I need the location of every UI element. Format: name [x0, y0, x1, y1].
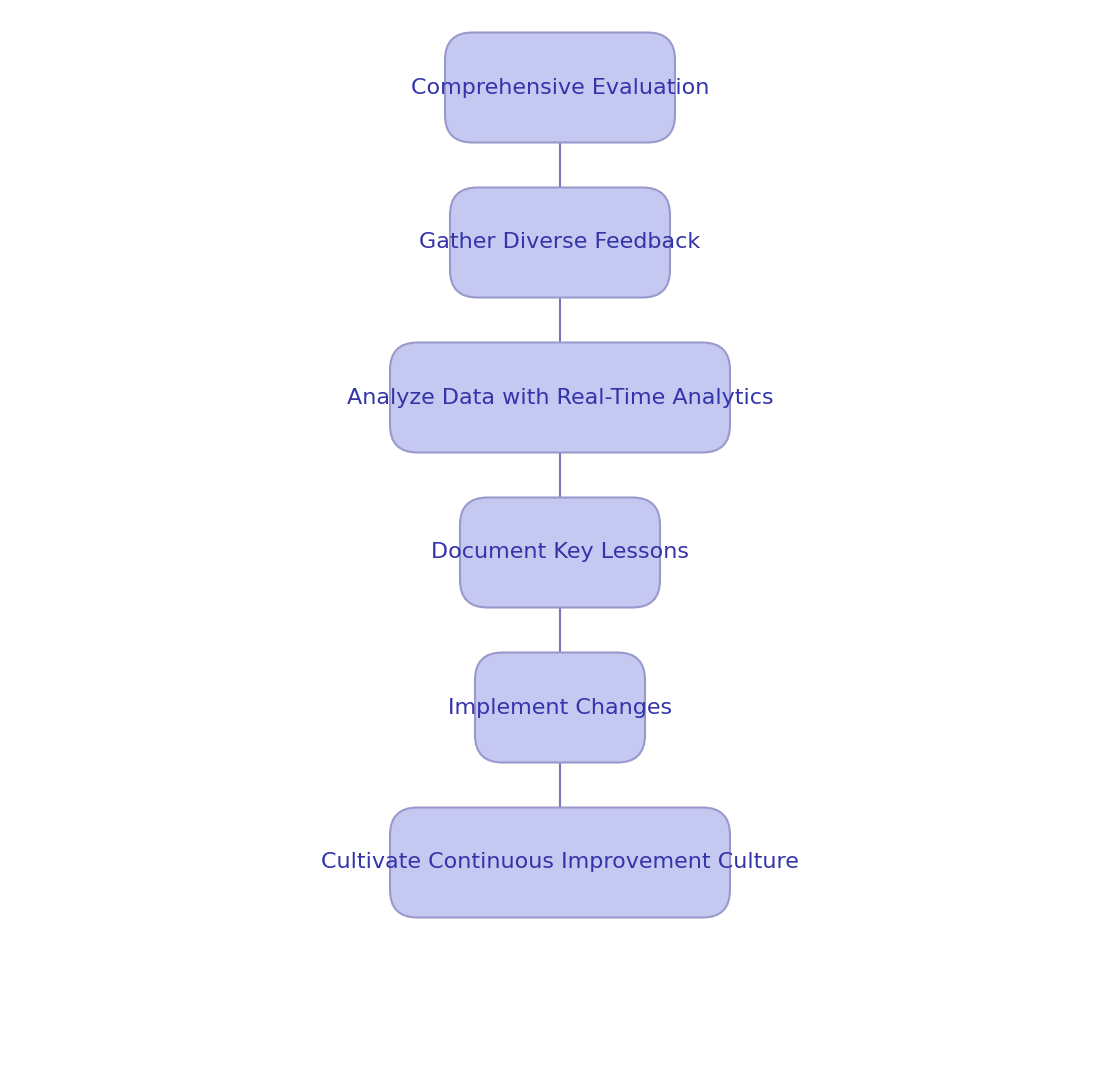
- FancyBboxPatch shape: [450, 187, 670, 298]
- Text: Implement Changes: Implement Changes: [448, 697, 672, 718]
- FancyBboxPatch shape: [445, 32, 675, 143]
- FancyBboxPatch shape: [460, 497, 660, 608]
- Text: Analyze Data with Real-Time Analytics: Analyze Data with Real-Time Analytics: [347, 388, 773, 407]
- Text: Cultivate Continuous Improvement Culture: Cultivate Continuous Improvement Culture: [321, 852, 799, 873]
- FancyBboxPatch shape: [390, 342, 730, 453]
- Text: Document Key Lessons: Document Key Lessons: [431, 543, 689, 562]
- FancyBboxPatch shape: [390, 808, 730, 917]
- Text: Gather Diverse Feedback: Gather Diverse Feedback: [419, 233, 701, 252]
- Text: Comprehensive Evaluation: Comprehensive Evaluation: [411, 78, 709, 97]
- FancyBboxPatch shape: [475, 652, 645, 762]
